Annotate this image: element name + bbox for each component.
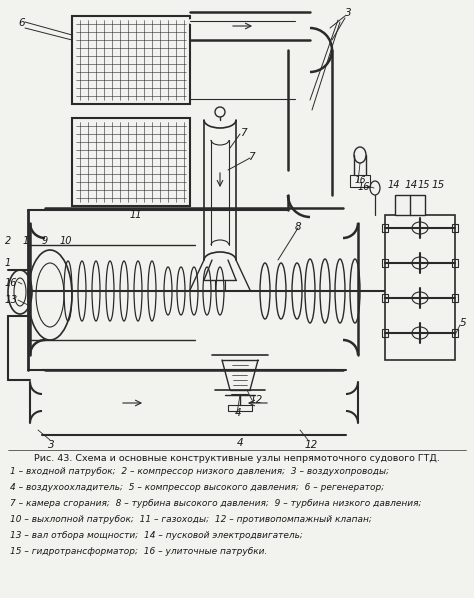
Text: 15: 15 [432,180,445,190]
Bar [452,294,458,302]
Text: 3: 3 [345,8,352,18]
Text: 1 – входной патрубок;  2 – компрессор низкого давления;  3 – воздухопроводы;: 1 – входной патрубок; 2 – компрессор низ… [10,467,389,476]
Text: 7 – камера сгорания;  8 – турбина высокого давления;  9 – турбина низкого давлен: 7 – камера сгорания; 8 – турбина высоког… [10,499,421,508]
Text: 13: 13 [5,295,18,305]
Text: 6: 6 [18,18,25,28]
Text: 10: 10 [60,236,73,246]
Text: 4: 4 [237,438,244,448]
Text: 3: 3 [48,440,55,450]
Text: 14: 14 [388,180,401,190]
Bar [395,195,425,215]
Text: 2: 2 [5,236,11,246]
Text: 11: 11 [130,210,143,220]
Bar [385,215,455,360]
Bar [452,224,458,232]
Text: 15 – гидротрансформатор;  16 – улиточные патрубки.: 15 – гидротрансформатор; 16 – улиточные … [10,547,267,556]
Bar [72,118,190,206]
Text: 12: 12 [250,395,263,405]
Bar [72,16,190,104]
Text: 4: 4 [235,408,242,418]
Bar [382,259,388,267]
Text: 10 – выхлопной патрубок;  11 – газоходы;  12 – противопомпажный клапан;: 10 – выхлопной патрубок; 11 – газоходы; … [10,515,372,524]
Text: 12: 12 [305,440,318,450]
Text: 9: 9 [42,236,48,246]
Text: Рис. 43. Схема и основные конструктивные узлы непрямоточного судового ГТД.: Рис. 43. Схема и основные конструктивные… [34,454,440,463]
Bar [452,259,458,267]
Text: 14: 14 [405,180,418,190]
Bar [350,175,370,187]
Text: 7: 7 [248,152,255,162]
Text: 16: 16 [5,278,18,288]
Text: 13 – вал отбора мощности;  14 – пусковой электродвигатель;: 13 – вал отбора мощности; 14 – пусковой … [10,531,303,540]
Text: 16: 16 [355,176,366,185]
Text: 4 – воздухоохладитель;  5 – компрессор высокого давления;  6 – регенератор;: 4 – воздухоохладитель; 5 – компрессор вы… [10,483,384,492]
Text: 5: 5 [460,318,466,328]
Bar [382,294,388,302]
Text: 16: 16 [358,182,371,192]
Text: 15: 15 [418,180,430,190]
Bar [382,224,388,232]
Bar [452,329,458,337]
Bar [228,405,252,411]
Text: 1: 1 [23,236,29,246]
Text: 8: 8 [295,222,301,232]
Bar [382,329,388,337]
Text: 1: 1 [5,258,11,268]
Text: 7: 7 [240,128,246,138]
